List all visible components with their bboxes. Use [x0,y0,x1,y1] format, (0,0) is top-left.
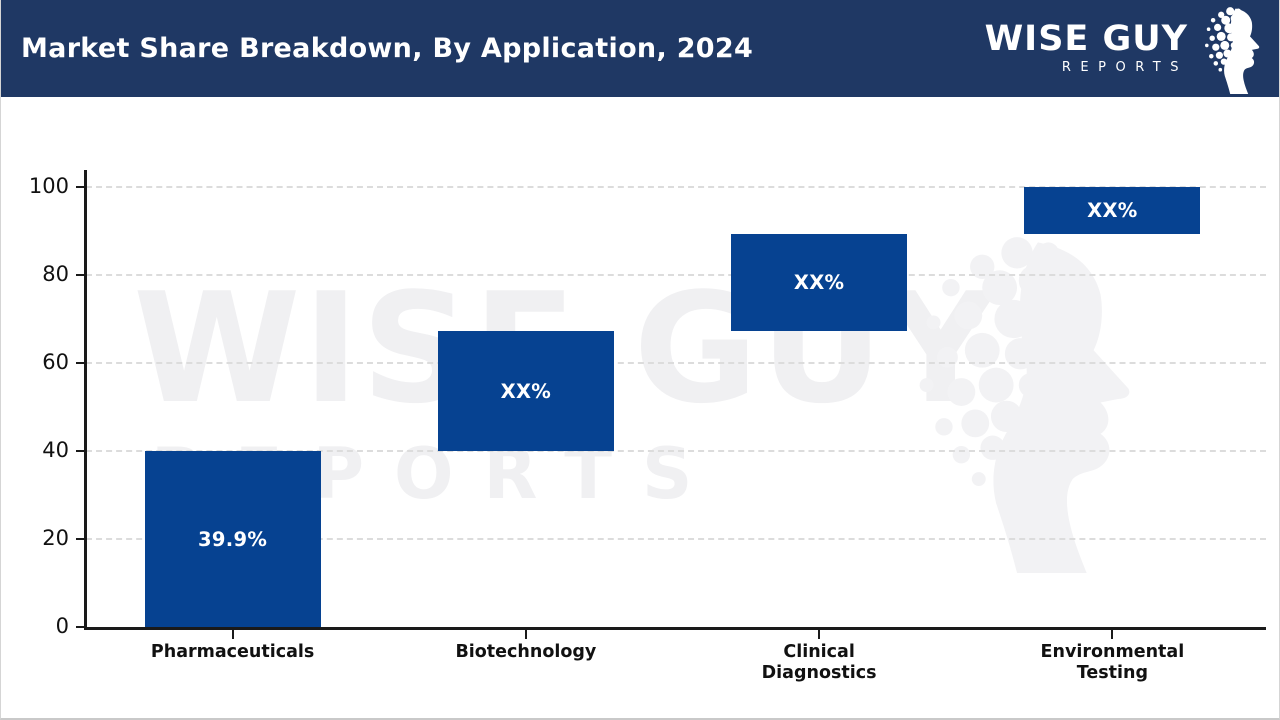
header: Market Share Breakdown, By Application, … [1,0,1280,97]
x-category-label-pharmaceuticals: Pharmaceuticals [103,642,363,663]
bar-segment-environmental-testing: XX% [1024,187,1201,235]
x-tick-biotechnology [524,629,527,639]
x-tick-pharmaceuticals [231,629,234,639]
x-category-label-line: Diagnostics [761,663,877,683]
gridline-20 [86,538,1266,540]
chart-area: WISE GUY REPORTS 0 20 40 60 80 100 39.9% Pharma… [1,97,1279,718]
x-category-label-line: Testing [1076,663,1148,683]
x-tick-environmental-testing [1111,629,1114,639]
y-tick-label-20: 20 [42,526,69,550]
brand-logo-text: WISE GUY REPORTS [984,19,1188,76]
brand-head-icon [1184,4,1280,94]
y-tick-label-0: 0 [55,614,69,638]
x-category-label-environmental-testing: Environmental Testing [982,642,1242,684]
x-category-label-line: Pharmaceuticals [150,642,315,662]
bar-segment-clinical-diagnostics: XX% [731,234,908,332]
y-tick-label-60: 60 [42,350,69,374]
bar-segment-biotechnology: XX% [437,331,614,452]
x-category-label-clinical-diagnostics: Clinical Diagnostics [689,642,949,684]
bar-value-label-pharmaceuticals: 39.9% [198,527,268,551]
y-tick-label-80: 80 [42,262,69,286]
x-category-label-line: Environmental [1040,642,1185,662]
gridline-100 [86,186,1266,188]
y-tick-0 [76,626,84,628]
plot-area: 0 20 40 60 80 100 39.9% Pharmaceuticals XX% Biote… [1,97,1279,718]
y-tick-40 [76,450,84,452]
y-axis [84,170,87,630]
bar-value-label-environmental-testing: XX% [1087,199,1138,223]
gridline-80 [86,274,1266,276]
brand-name: WISE GUY [984,19,1188,59]
bar-value-label-biotechnology: XX% [500,379,552,403]
x-category-label-biotechnology: Biotechnology [396,642,656,663]
y-tick-label-100: 100 [28,174,69,198]
gridline-60 [86,362,1266,364]
x-axis [84,627,1266,630]
y-tick-80 [76,274,84,276]
y-tick-20 [76,538,84,540]
y-tick-60 [76,362,84,364]
brand-subname: REPORTS [1061,60,1188,75]
brand-logo: WISE GUY REPORTS [985,0,1280,97]
chart-title: Market Share Breakdown, By Application, … [21,33,754,64]
x-tick-clinical-diagnostics [818,629,821,639]
bar-segment-pharmaceuticals: 39.9% [144,451,321,627]
y-tick-label-40: 40 [42,438,69,462]
bar-value-label-clinical-diagnostics: XX% [793,271,845,295]
x-category-label-line: Clinical [783,642,855,662]
x-category-label-line: Biotechnology [455,642,597,662]
gridline-40 [86,450,1266,452]
y-tick-100 [76,186,84,188]
